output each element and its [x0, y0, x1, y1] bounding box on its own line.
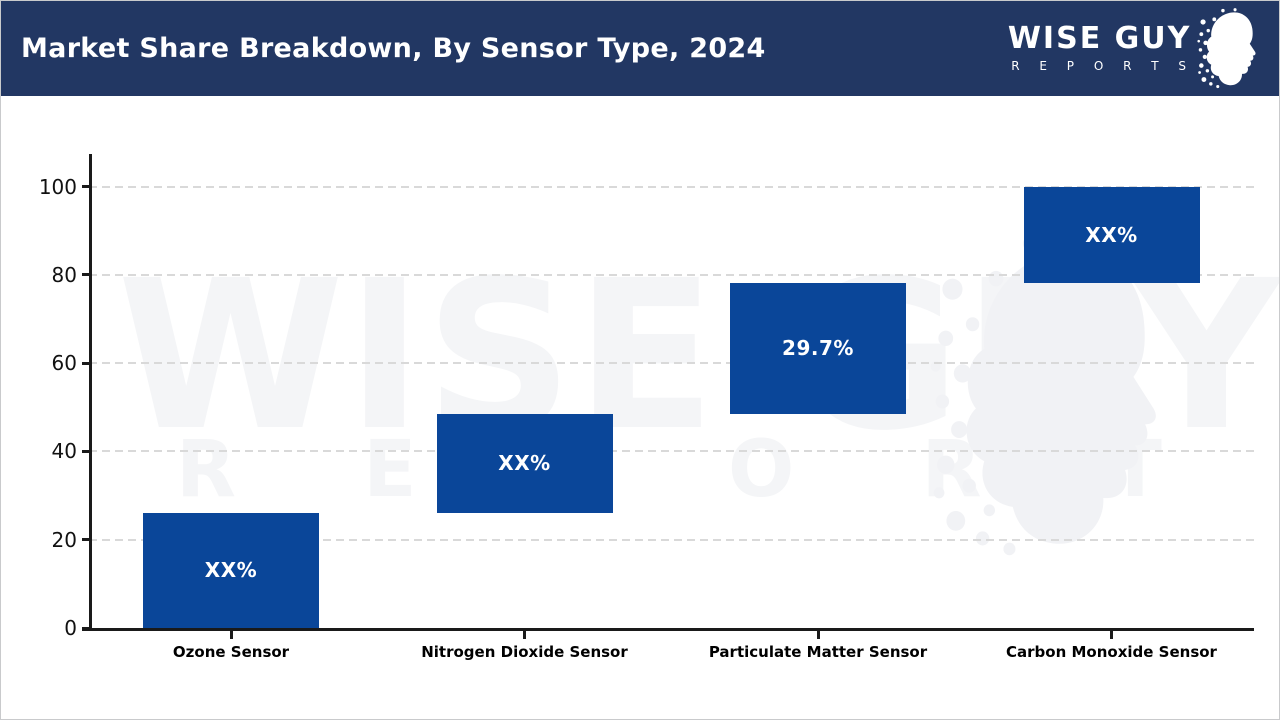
y-tick-60: [82, 361, 90, 365]
bar-nitrogen-dioxide-sensor: XX%: [436, 413, 613, 513]
x-category-label-particulate-matter-sensor: Particulate Matter Sensor: [708, 643, 928, 661]
x-tick-particulate-matter-sensor: [816, 631, 820, 639]
y-tick-80: [82, 273, 90, 277]
y-tick-label-40: 40: [51, 439, 77, 464]
brand-logo: WISE GUY R E P O R T S: [1005, 7, 1261, 90]
bar-value-label-ozone-sensor: XX%: [204, 558, 258, 583]
y-tick-label-60: 60: [51, 351, 77, 376]
x-category-label-nitrogen-dioxide-sensor: Nitrogen Dioxide Sensor: [421, 643, 628, 661]
gridline-100: [89, 185, 1254, 188]
bar-value-label-carbon-monoxide-sensor: XX%: [1085, 222, 1138, 247]
chart-title: Market Share Breakdown, By Sensor Type, …: [21, 33, 766, 64]
wise-guy-head-icon: [1197, 7, 1256, 88]
logo-wordmark: WISE GUY: [1007, 21, 1192, 56]
x-tick-carbon-monoxide-sensor: [1110, 631, 1113, 639]
logo-subtext: R E P O R T S: [1011, 59, 1194, 73]
x-category-label-ozone-sensor: Ozone Sensor: [172, 643, 290, 661]
y-axis-line: [89, 154, 92, 631]
y-tick-label-0: 0: [64, 616, 77, 640]
gridline-80: [89, 273, 1254, 276]
gridline-20: [89, 538, 1254, 541]
y-tick-label-80: 80: [51, 262, 77, 287]
y-tick-40: [82, 449, 90, 453]
x-tick-nitrogen-dioxide-sensor: [523, 631, 526, 639]
brand-logo-text: WISE GUY R E P O R T S: [1005, 21, 1194, 74]
y-tick-20: [82, 538, 90, 542]
gridline-40: [89, 450, 1254, 453]
header-bar: Market Share Breakdown, By Sensor Type, …: [1, 1, 1279, 96]
x-category-label-carbon-monoxide-sensor: Carbon Monoxide Sensor: [1006, 643, 1217, 661]
bar-carbon-monoxide-sensor: XX%: [1023, 186, 1200, 283]
y-tick-label-100: 100: [38, 174, 77, 199]
x-tick-ozone-sensor: [229, 631, 233, 639]
y-tick-label-20: 20: [51, 527, 77, 552]
bar-value-label-nitrogen-dioxide-sensor: XX%: [498, 451, 551, 476]
bar-particulate-matter-sensor: 29.7%: [730, 282, 906, 414]
gridline-60: [89, 362, 1254, 365]
bar-ozone-sensor: XX%: [143, 512, 319, 628]
bar-value-label-particulate-matter-sensor: 29.7%: [782, 336, 854, 361]
x-axis-line: [82, 628, 1254, 631]
y-tick-100: [82, 185, 90, 189]
